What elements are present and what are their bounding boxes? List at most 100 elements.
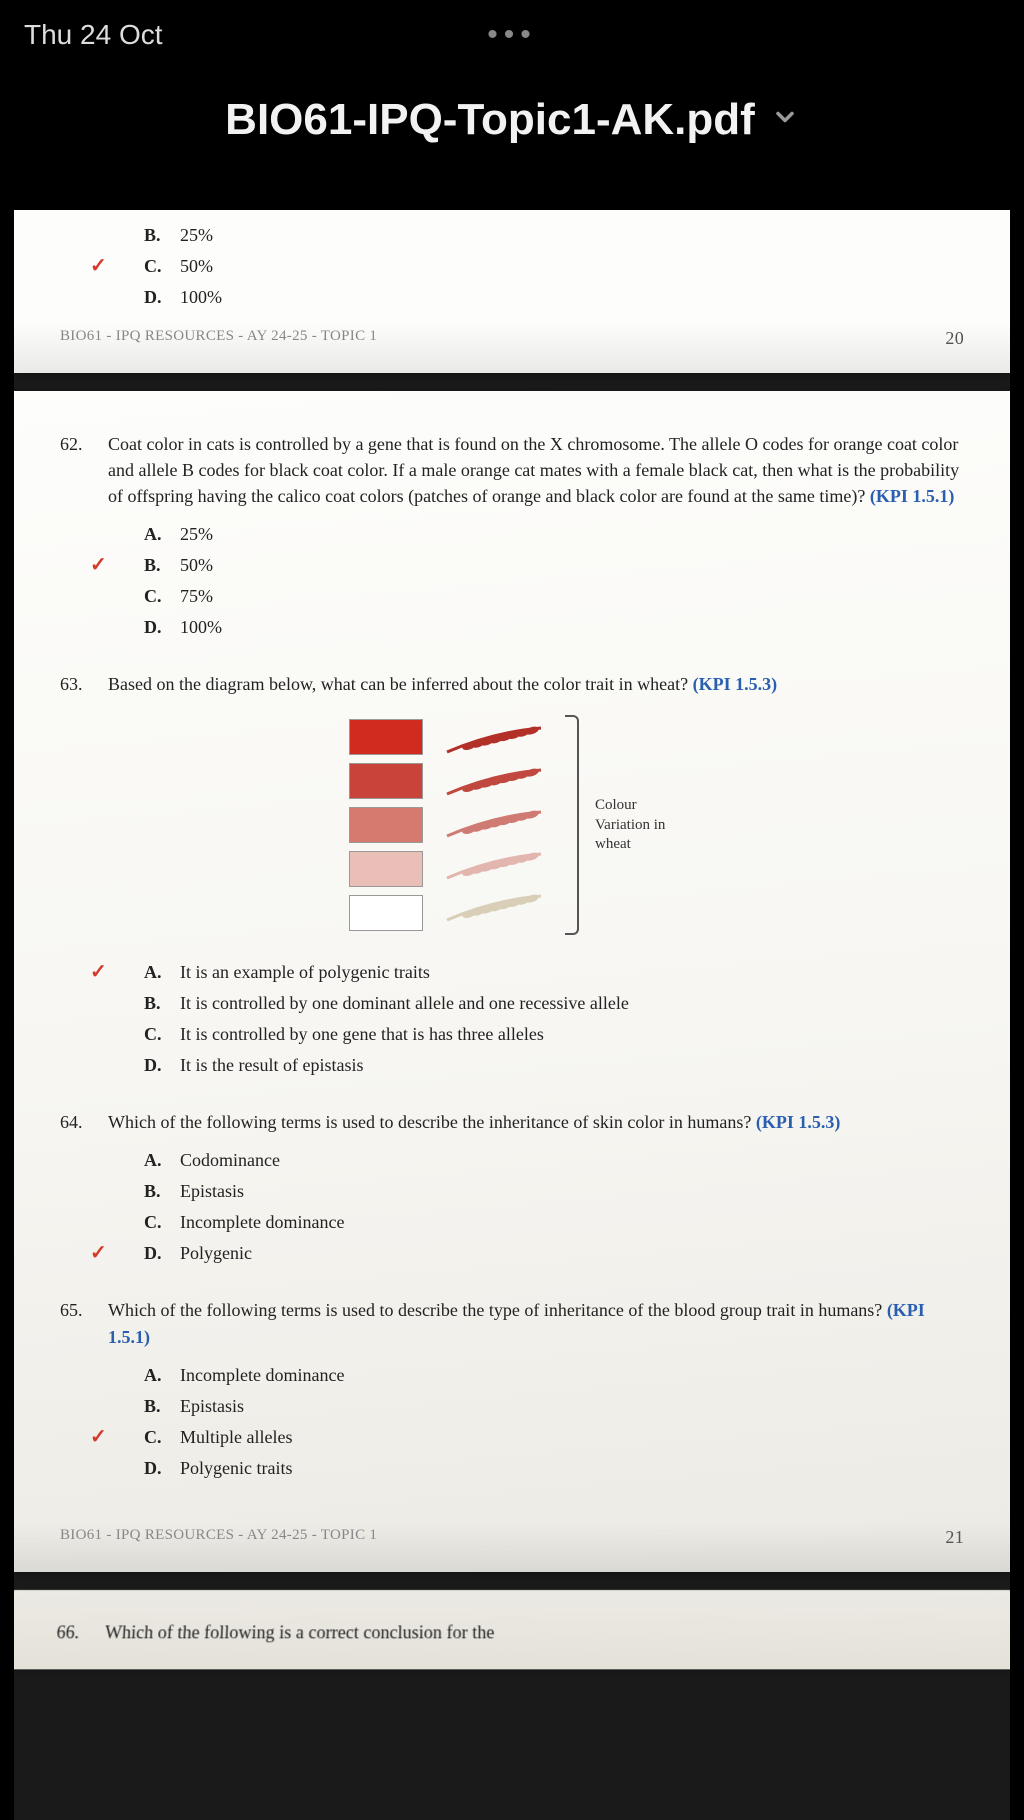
option-letter: B. — [144, 1178, 166, 1206]
option-letter: C. — [144, 1424, 166, 1452]
question-66-partial: 66. Which of the following is a correct … — [56, 1619, 969, 1645]
option-text: It is controlled by one dominant allele … — [180, 990, 629, 1018]
option-letter: A. — [144, 959, 166, 987]
more-dots-icon[interactable]: ••• — [487, 18, 537, 52]
option-text: It is the result of epistasis — [180, 1052, 363, 1080]
color-swatches — [349, 719, 423, 931]
option-text: Multiple alleles — [180, 1424, 292, 1452]
answer-option: C. 75% — [130, 581, 964, 612]
option-text: 25% — [180, 521, 213, 549]
q-text: Based on the diagram below, what can be … — [108, 671, 964, 697]
footer-resource-line: BIO61 - IPQ RESOURCES - AY 24-25 - TOPIC… — [60, 328, 377, 349]
q-text: Coat color in cats is controlled by a ge… — [108, 431, 964, 509]
option-text: 100% — [180, 284, 222, 312]
chevron-down-icon[interactable] — [771, 102, 799, 139]
color-swatch — [349, 763, 423, 799]
page-20: B.25%✓C.50% D.100% BIO61 - IPQ RESOURCES… — [14, 210, 1010, 373]
document-title-bar[interactable]: BIO61-IPQ-Topic1-AK.pdf — [0, 70, 1024, 170]
option-letter: C. — [144, 1209, 166, 1237]
option-text: 75% — [180, 583, 213, 611]
answer-option: B. It is controlled by one dominant allel… — [130, 988, 964, 1019]
kpi-ref: (KPI 1.5.3) — [693, 674, 778, 694]
wheat-ears — [439, 721, 549, 929]
answer-option: A.Codominance — [130, 1145, 964, 1176]
answer-option: D. 100% — [130, 282, 964, 313]
page-number: 20 — [945, 328, 964, 349]
option-text: It is controlled by one gene that is has… — [180, 1021, 544, 1049]
q-number: 63. — [60, 671, 98, 697]
answer-option: ✓B.50% — [130, 550, 964, 581]
option-letter: C. — [144, 583, 166, 611]
check-spacer — [90, 612, 112, 643]
answer-option: A.25% — [130, 519, 964, 550]
option-text: 25% — [180, 222, 213, 250]
check-spacer — [90, 1360, 112, 1391]
wheat-ear-icon — [439, 805, 549, 845]
q61-options: B.25%✓C.50% D.100% — [130, 220, 964, 313]
option-text: It is an example of polygenic traits — [180, 959, 430, 987]
color-swatch — [349, 895, 423, 931]
option-text: 50% — [180, 552, 213, 580]
kpi-ref: (KPI 1.5.3) — [756, 1112, 841, 1132]
option-text: Polygenic traits — [180, 1455, 292, 1483]
footer-resource-line: BIO61 - IPQ RESOURCES - AY 24-25 - TOPIC… — [60, 1527, 377, 1548]
q-number: 64. — [60, 1109, 98, 1135]
option-letter: D. — [144, 1455, 166, 1483]
check-spacer — [90, 1176, 112, 1207]
option-text: Epistasis — [180, 1178, 244, 1206]
check-spacer — [90, 988, 112, 1019]
question-63: 63. Based on the diagram below, what can… — [60, 671, 964, 1081]
answer-option: D.100% — [130, 612, 964, 643]
option-letter: A. — [144, 1362, 166, 1390]
option-text: Epistasis — [180, 1393, 244, 1421]
check-icon: ✓ — [90, 957, 112, 988]
check-icon: ✓ — [90, 1238, 112, 1269]
option-text: Incomplete dominance — [180, 1362, 344, 1390]
wheat-ear-icon — [439, 889, 549, 929]
check-icon: ✓ — [90, 1422, 112, 1453]
color-swatch — [349, 807, 423, 843]
page-footer-20: BIO61 - IPQ RESOURCES - AY 24-25 - TOPIC… — [60, 328, 964, 349]
option-letter: D. — [144, 284, 166, 312]
answer-option: C.Incomplete dominance — [130, 1207, 964, 1238]
option-letter: B. — [144, 1393, 166, 1421]
page-number: 21 — [945, 1527, 964, 1548]
option-letter: B. — [144, 990, 166, 1018]
q62-options: A.25%✓B.50% C. 75% D.100% — [130, 519, 964, 643]
question-62: 62. Coat color in cats is controlled by … — [60, 431, 964, 643]
status-bar: Thu 24 Oct ••• — [0, 0, 1024, 70]
option-text: 50% — [180, 253, 213, 281]
answer-option: D. It is the result of epistasis — [130, 1050, 964, 1081]
option-letter: D. — [144, 1052, 166, 1080]
check-spacer — [90, 1145, 112, 1176]
check-spacer — [90, 1207, 112, 1238]
option-letter: C. — [144, 253, 166, 281]
option-letter: D. — [144, 1240, 166, 1268]
q-text: Which of the following terms is used to … — [108, 1297, 964, 1349]
check-spacer — [90, 1453, 112, 1484]
q65-options: A.Incomplete dominance B.Epistasis✓C.Mul… — [130, 1360, 964, 1484]
wheat-ear-icon — [439, 847, 549, 887]
check-icon: ✓ — [90, 550, 112, 581]
page-footer-21: BIO61 - IPQ RESOURCES - AY 24-25 - TOPIC… — [60, 1527, 964, 1548]
q-number: 65. — [60, 1297, 98, 1349]
q-text: Which of the following terms is used to … — [108, 1109, 964, 1135]
document-viewport[interactable]: B.25%✓C.50% D.100% BIO61 - IPQ RESOURCES… — [14, 210, 1010, 1820]
q64-options: A.Codominance B. Epistasis C.Incomplete d… — [130, 1145, 964, 1269]
color-swatch — [349, 851, 423, 887]
check-spacer — [90, 282, 112, 313]
answer-option: ✓C.Multiple alleles — [130, 1422, 964, 1453]
answer-option: ✓C.50% — [130, 251, 964, 282]
document-filename: BIO61-IPQ-Topic1-AK.pdf — [225, 95, 755, 145]
q-text: Which of the following is a correct conc… — [104, 1619, 968, 1645]
option-text: Codominance — [180, 1147, 280, 1175]
color-swatch — [349, 719, 423, 755]
answer-option: A. Incomplete dominance — [130, 1360, 964, 1391]
diagram-caption: Colour Variation in wheat — [595, 796, 675, 855]
answer-option: D. Polygenic traits — [130, 1453, 964, 1484]
answer-option: B. Epistasis — [130, 1176, 964, 1207]
wheat-ear-icon — [439, 763, 549, 803]
answer-option: C.It is controlled by one gene that is h… — [130, 1019, 964, 1050]
answer-option: B.25% — [130, 220, 964, 251]
check-spacer — [90, 1050, 112, 1081]
